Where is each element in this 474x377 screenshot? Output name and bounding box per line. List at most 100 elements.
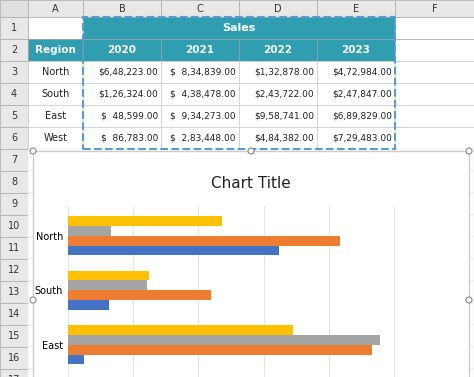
- Bar: [28, 0, 83, 17]
- Bar: [68, 354, 84, 364]
- Text: 11: 11: [8, 243, 20, 253]
- Bar: [28, 127, 83, 149]
- Bar: [83, 215, 161, 237]
- Text: 17: 17: [8, 375, 20, 377]
- Bar: [83, 127, 161, 149]
- Bar: [0, 237, 28, 259]
- Text: 2023: 2023: [341, 45, 371, 55]
- Bar: [239, 259, 317, 281]
- Text: 3: 3: [11, 67, 17, 77]
- Bar: [83, 347, 161, 369]
- Text: East: East: [45, 111, 66, 121]
- Bar: [28, 39, 83, 61]
- Bar: [239, 325, 317, 347]
- Text: E: E: [353, 3, 359, 14]
- Bar: [0, 61, 28, 83]
- Bar: [317, 105, 395, 127]
- Text: $1,32,878.00: $1,32,878.00: [254, 67, 314, 77]
- Bar: [317, 259, 395, 281]
- Bar: [395, 237, 474, 259]
- Bar: [28, 281, 83, 303]
- Bar: [83, 17, 395, 149]
- Bar: [28, 193, 83, 215]
- Circle shape: [466, 297, 472, 303]
- Text: $  86,783.00: $ 86,783.00: [100, 133, 158, 143]
- Text: 1: 1: [11, 23, 17, 33]
- Bar: [239, 215, 317, 237]
- Bar: [395, 61, 474, 83]
- Bar: [161, 325, 239, 347]
- Text: $6,89,829.00: $6,89,829.00: [332, 112, 392, 121]
- Bar: [33, 151, 469, 377]
- Bar: [0, 171, 28, 193]
- Bar: [0, 281, 28, 303]
- Bar: [83, 17, 395, 39]
- Text: Sales: Sales: [222, 23, 255, 33]
- Bar: [239, 127, 317, 149]
- Bar: [239, 61, 317, 83]
- Bar: [317, 193, 395, 215]
- Bar: [0, 105, 28, 127]
- Bar: [161, 0, 239, 17]
- Bar: [83, 83, 161, 105]
- Bar: [0, 0, 28, 17]
- Bar: [83, 303, 161, 325]
- Bar: [28, 171, 83, 193]
- Text: $  9,34,273.00: $ 9,34,273.00: [170, 112, 236, 121]
- Bar: [83, 369, 161, 377]
- Bar: [239, 303, 317, 325]
- Bar: [317, 237, 395, 259]
- Circle shape: [30, 297, 36, 303]
- Bar: [395, 149, 474, 171]
- Text: $2,47,847.00: $2,47,847.00: [332, 89, 392, 98]
- Bar: [317, 281, 395, 303]
- Bar: [161, 369, 239, 377]
- Bar: [239, 0, 317, 17]
- Text: A: A: [52, 3, 59, 14]
- Bar: [395, 369, 474, 377]
- Bar: [239, 193, 317, 215]
- Bar: [0, 39, 28, 61]
- Bar: [161, 237, 239, 259]
- Bar: [161, 39, 239, 61]
- Text: $  4,38,478.00: $ 4,38,478.00: [170, 89, 236, 98]
- Text: $4,84,382.00: $4,84,382.00: [254, 133, 314, 143]
- Bar: [239, 281, 317, 303]
- Bar: [68, 335, 381, 345]
- Bar: [0, 259, 28, 281]
- Bar: [28, 259, 83, 281]
- Bar: [317, 61, 395, 83]
- Bar: [28, 369, 83, 377]
- Bar: [317, 39, 395, 61]
- Bar: [161, 83, 239, 105]
- Text: $  8,34,839.00: $ 8,34,839.00: [170, 67, 236, 77]
- Bar: [28, 17, 83, 39]
- Bar: [161, 127, 239, 149]
- Text: B: B: [118, 3, 126, 14]
- Bar: [83, 149, 161, 171]
- Bar: [83, 39, 161, 61]
- Bar: [161, 193, 239, 215]
- Bar: [68, 290, 211, 300]
- Bar: [395, 83, 474, 105]
- Bar: [83, 281, 161, 303]
- Bar: [317, 149, 395, 171]
- Bar: [395, 17, 474, 39]
- Text: South: South: [41, 89, 70, 99]
- Bar: [28, 303, 83, 325]
- Bar: [239, 39, 317, 61]
- Text: 12: 12: [8, 265, 20, 275]
- Bar: [68, 245, 279, 255]
- Text: $4,72,984.00: $4,72,984.00: [332, 67, 392, 77]
- Text: West: West: [44, 133, 67, 143]
- Bar: [239, 347, 317, 369]
- Bar: [395, 325, 474, 347]
- Bar: [68, 226, 111, 236]
- Bar: [161, 347, 239, 369]
- Text: 5: 5: [11, 111, 17, 121]
- Text: D: D: [274, 3, 282, 14]
- Bar: [161, 281, 239, 303]
- Text: $  2,83,448.00: $ 2,83,448.00: [171, 133, 236, 143]
- Text: $7,29,483.00: $7,29,483.00: [332, 133, 392, 143]
- Text: 16: 16: [8, 353, 20, 363]
